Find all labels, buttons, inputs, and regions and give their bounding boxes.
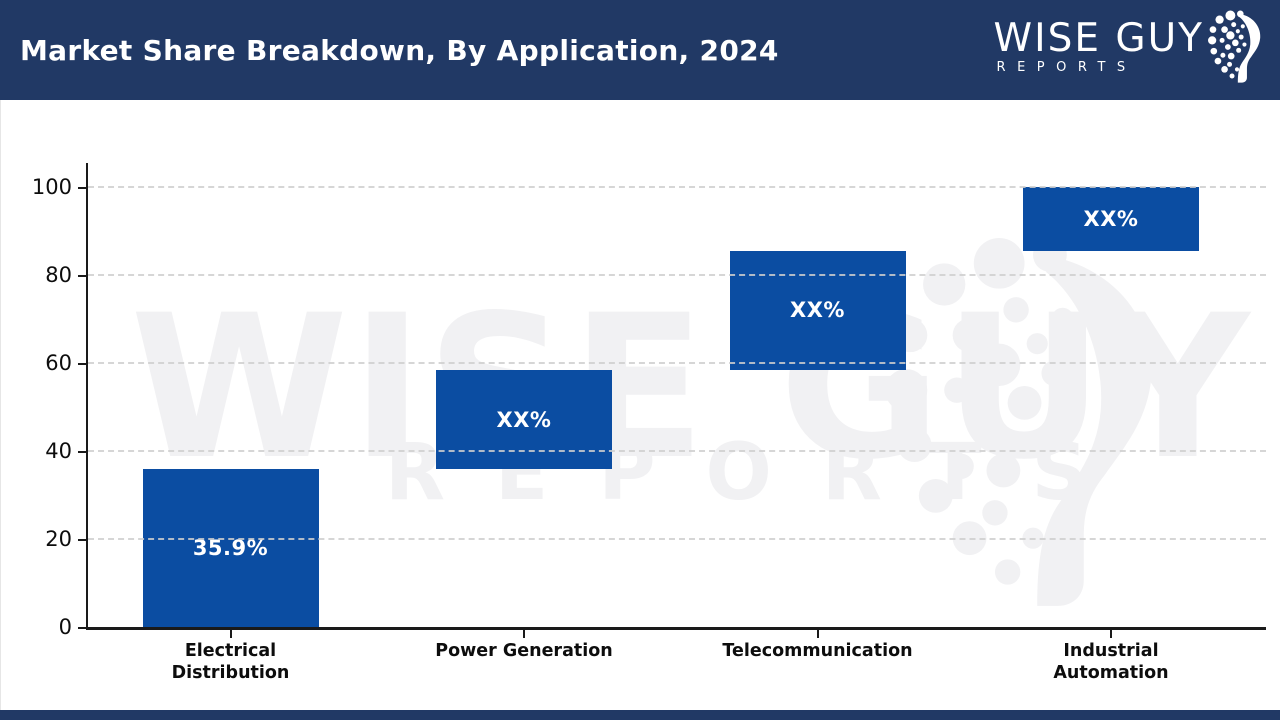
y-tick-label: 80 <box>45 263 72 287</box>
x-category-label: Industrial Automation <box>1053 641 1169 683</box>
bar-telecommunication: XX% <box>729 250 906 371</box>
bar-industrial-automation: XX% <box>1023 187 1199 251</box>
bar-value-label: XX% <box>496 407 552 432</box>
x-tick <box>229 630 232 638</box>
wiseguy-logo-text: WISE GUY REPORTS <box>993 15 1204 76</box>
y-tick <box>78 187 86 189</box>
gridline <box>88 362 1266 364</box>
footer-bar <box>0 710 1280 720</box>
wiseguy-logo: WISE GUY REPORTS <box>994 8 1266 86</box>
x-axis-line <box>86 627 1266 630</box>
gridline <box>88 274 1266 276</box>
wiseguy-head-icon <box>1208 10 1261 83</box>
x-category-label: Electrical Distribution <box>171 641 290 683</box>
y-axis-line <box>86 163 88 630</box>
chart-title: Market Share Breakdown, By Application, … <box>20 34 779 67</box>
y-tick <box>78 539 86 541</box>
x-category-label: Telecommunication <box>722 641 913 661</box>
bar-power-generation: XX% <box>436 370 612 470</box>
x-tick <box>1110 630 1112 638</box>
y-tick <box>78 275 86 277</box>
header-bar: Market Share Breakdown, By Application, … <box>0 0 1280 100</box>
gridline <box>88 538 1266 540</box>
y-tick <box>78 363 86 365</box>
y-tick-label: 0 <box>58 615 72 639</box>
y-tick-label: 60 <box>45 351 72 375</box>
logo-subtext: REPORTS <box>996 60 1137 76</box>
gridline <box>88 450 1266 452</box>
gridline <box>88 186 1266 188</box>
bar-value-label: XX% <box>1083 206 1139 231</box>
y-tick-label: 40 <box>45 439 72 463</box>
y-tick <box>78 627 86 629</box>
y-tick-label: 100 <box>31 175 72 199</box>
bar-value-label: XX% <box>790 298 845 323</box>
bar-value-label: 35.9% <box>192 536 269 560</box>
x-category-label: Power Generation <box>435 641 613 661</box>
x-tick <box>816 630 819 638</box>
y-tick-label: 20 <box>45 527 72 551</box>
x-tick <box>523 630 525 638</box>
logo-wordmark: WISE GUY <box>993 15 1204 61</box>
y-tick <box>78 451 86 453</box>
bar-electrical-distribution: 35.9% <box>142 469 319 627</box>
